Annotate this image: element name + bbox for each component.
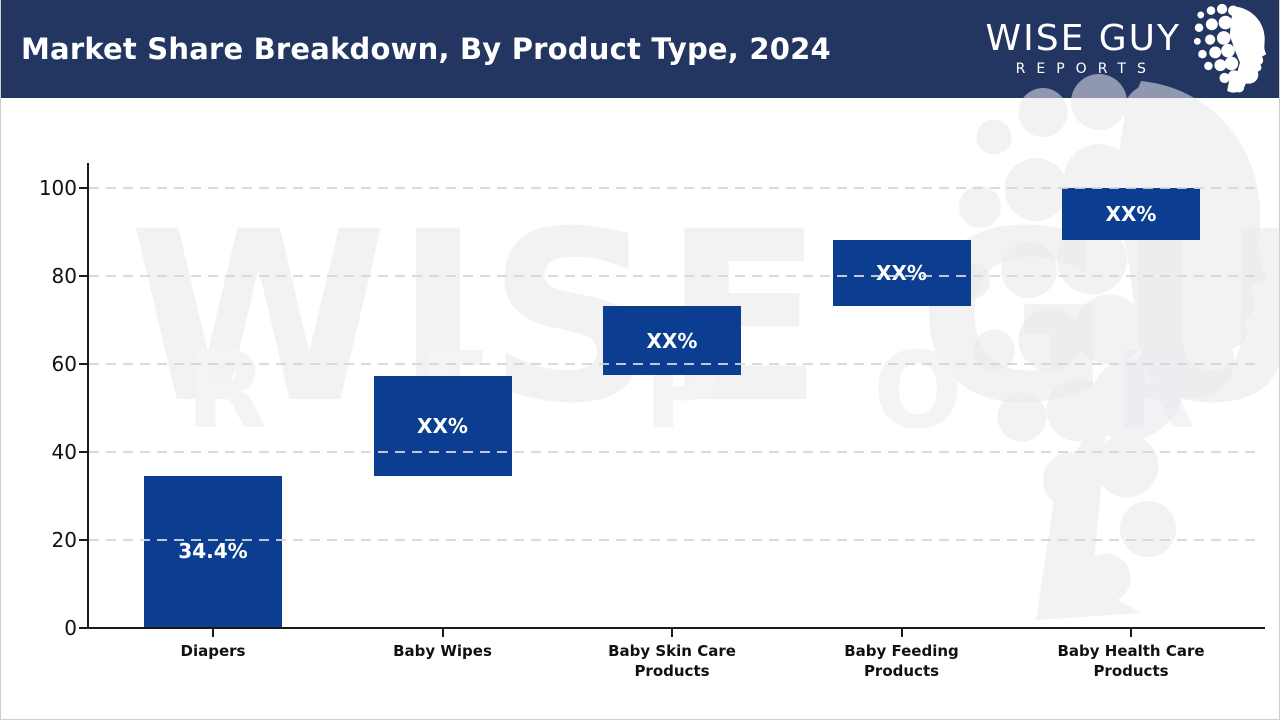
- y-tick-label-100: 100: [38, 176, 77, 200]
- y-tick-label-60: 60: [51, 352, 77, 376]
- gridline-y100: [89, 187, 1259, 189]
- plot-area: 0 20 40 60 80 100 34.4% Diapers XX% Baby Wipes XX%…: [1, 98, 1279, 719]
- gridline-y80: [89, 275, 1259, 277]
- bar-baby-health-care-products: XX%: [1062, 187, 1200, 240]
- watermark-head-icon: [955, 74, 1267, 620]
- y-tick-20: [79, 539, 87, 541]
- y-tick-label-20: 20: [51, 528, 77, 552]
- wise-guy-reports-logo: WISE GUY REPORTS: [986, 3, 1280, 95]
- logo-wordmark: WISE GUY: [985, 18, 1181, 59]
- y-tick-80: [79, 275, 87, 277]
- category-label-3: Baby Feeding Products: [844, 642, 959, 681]
- gridline-y40: [89, 451, 1259, 453]
- x-tick-2: [671, 629, 673, 637]
- category-label-0: Diapers: [180, 642, 246, 660]
- gridline-y20: [89, 539, 1259, 541]
- logo-subtext: REPORTS: [1015, 61, 1157, 77]
- x-tick-0: [212, 629, 214, 637]
- bar-baby-wipes: XX%: [373, 376, 512, 476]
- y-tick-60: [79, 363, 87, 365]
- x-axis-line: [87, 627, 1265, 629]
- logo-text: WISE GUY REPORTS: [985, 18, 1182, 78]
- y-tick-40: [79, 451, 87, 453]
- gridline-y60: [89, 363, 1259, 365]
- bar-value-label: XX%: [876, 260, 927, 285]
- x-tick-1: [441, 629, 444, 637]
- y-tick-label-40: 40: [51, 440, 77, 464]
- x-tick-4: [1130, 629, 1132, 637]
- bar-diapers: 34.4%: [144, 475, 282, 627]
- bar-value-label: XX%: [646, 328, 698, 353]
- y-tick-label-80: 80: [51, 264, 77, 288]
- chart-title: Market Share Breakdown, By Product Type,…: [21, 32, 831, 66]
- y-axis-line: [87, 163, 89, 629]
- bar-baby-feeding-products: XX%: [832, 239, 971, 306]
- category-label-2: Baby Skin Care Products: [608, 642, 736, 681]
- category-label-1: Baby Wipes: [393, 642, 492, 660]
- y-tick-100: [79, 187, 87, 189]
- y-tick-label-0: 0: [64, 616, 77, 640]
- category-label-4: Baby Health Care Products: [1057, 642, 1205, 681]
- y-tick-0: [79, 627, 87, 629]
- x-tick-3: [900, 629, 903, 637]
- logo-head-icon: [1193, 3, 1267, 93]
- bar-value-label: 34.4%: [178, 539, 248, 564]
- bar-value-label: XX%: [1105, 201, 1157, 226]
- header-band: Market Share Breakdown, By Product Type,…: [1, 0, 1280, 98]
- bar-value-label: XX%: [417, 413, 468, 438]
